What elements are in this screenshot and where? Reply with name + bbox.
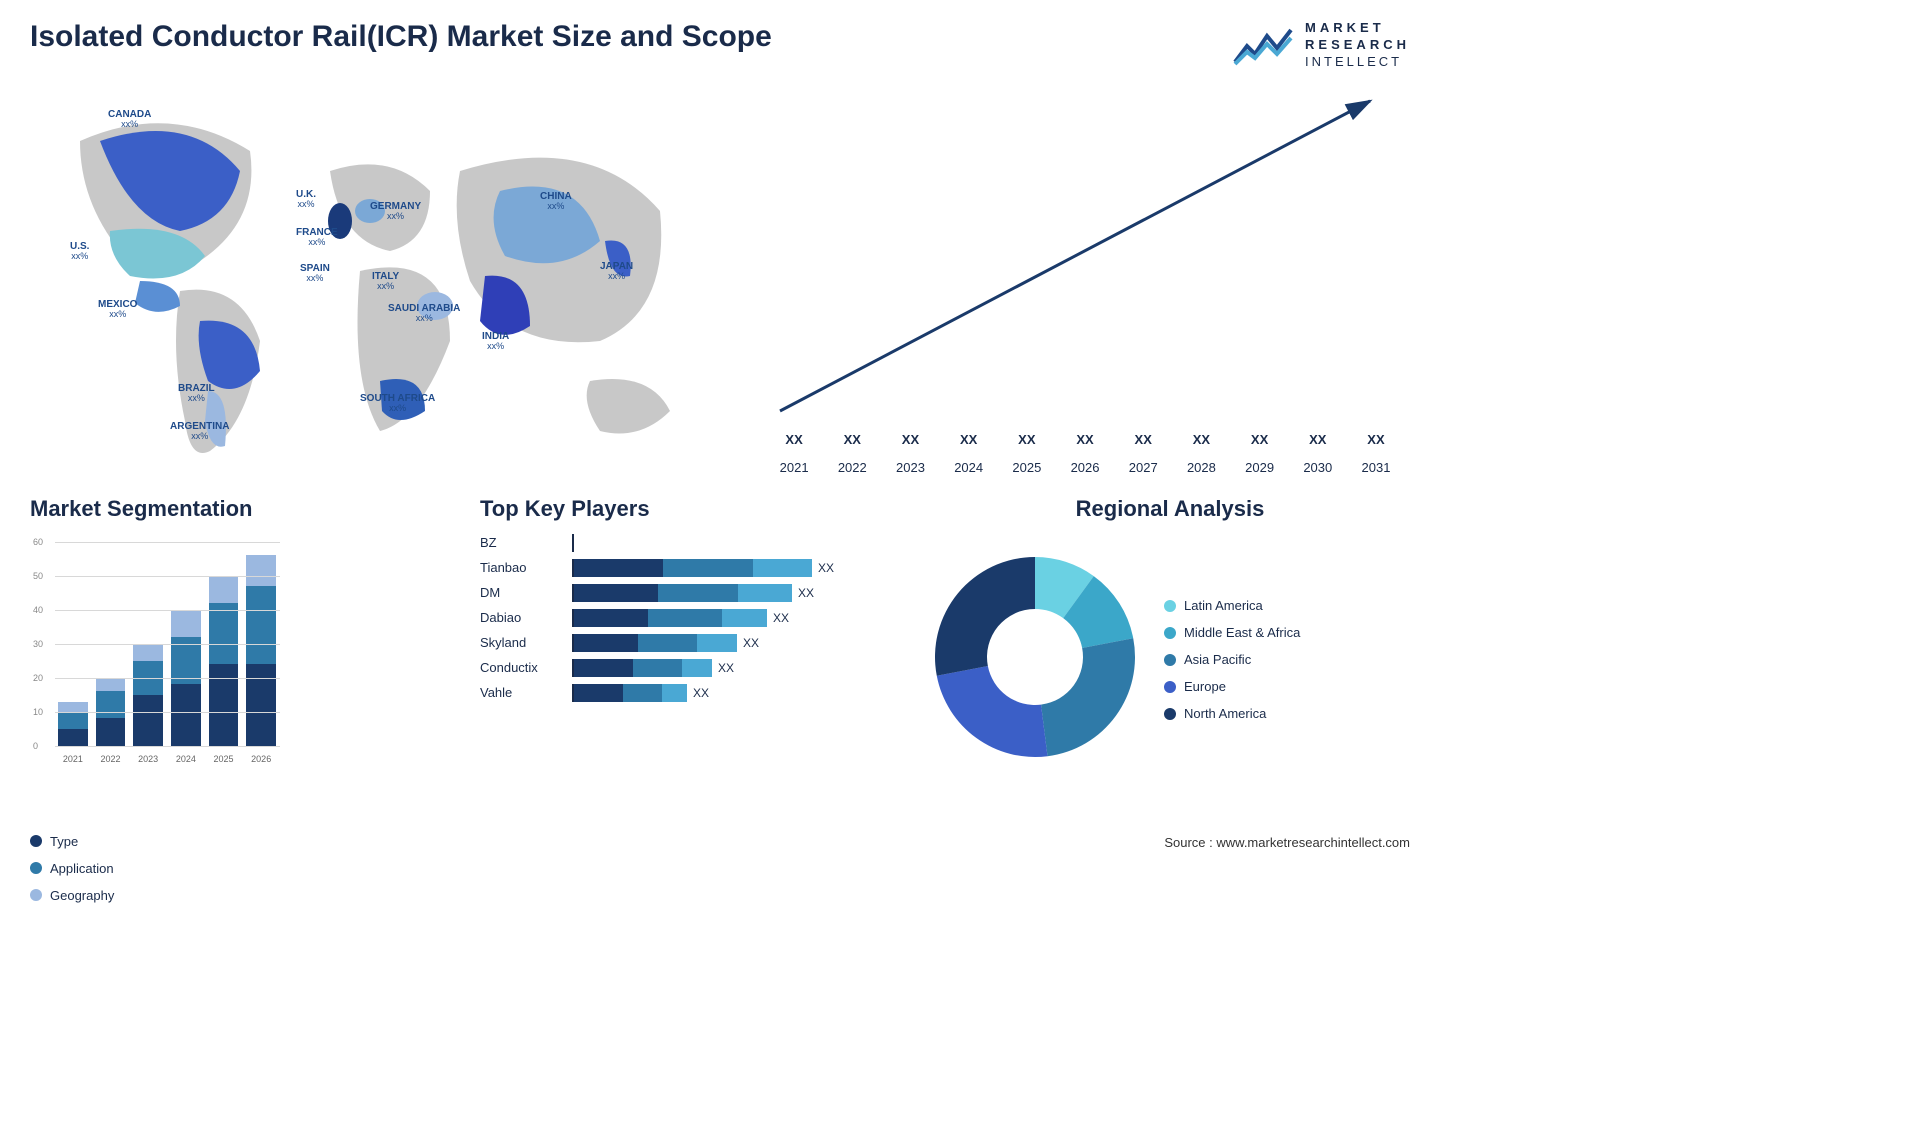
map-label: SOUTH AFRICAxx% — [360, 393, 435, 414]
growth-bar: XX — [770, 432, 818, 451]
player-name: Tianbao — [480, 560, 560, 575]
player-name: Dabiao — [480, 610, 560, 625]
map-label: U.K.xx% — [296, 189, 316, 210]
growth-year-label: 2025 — [1003, 460, 1051, 475]
regional-title: Regional Analysis — [930, 496, 1410, 522]
segmentation-panel: Market Segmentation 2021 2022 2023 2024 2025… — [30, 496, 450, 786]
regional-legend: Latin America Middle East & Africa Asia Pa… — [1164, 598, 1300, 721]
growth-year-label: 2026 — [1061, 460, 1109, 475]
growth-bar: XX — [1119, 432, 1167, 451]
legend-item: North America — [1164, 706, 1300, 721]
growth-year-label: 2028 — [1177, 460, 1225, 475]
growth-year-label: 2031 — [1352, 460, 1400, 475]
player-row: TianbaoXX — [480, 559, 900, 577]
segmentation-year-label: 2026 — [246, 754, 276, 764]
map-label: ARGENTINAxx% — [170, 421, 229, 442]
page-title: Isolated Conductor Rail(ICR) Market Size… — [30, 20, 772, 54]
legend-item: Application — [30, 861, 450, 876]
donut-slice — [1041, 638, 1135, 756]
segmentation-year-label: 2021 — [58, 754, 88, 764]
map-label: ITALYxx% — [372, 271, 399, 292]
legend-item: Geography — [30, 888, 450, 903]
map-label: U.S.xx% — [70, 241, 89, 262]
growth-year-label: 2021 — [770, 460, 818, 475]
logo-line2: RESEARCH — [1305, 37, 1410, 54]
legend-item: Type — [30, 834, 450, 849]
player-row: BZ — [480, 534, 900, 552]
segmentation-year-label: 2022 — [96, 754, 126, 764]
legend-item: Europe — [1164, 679, 1300, 694]
players-list: BZ TianbaoXX DMXX DabiaoXX SkylandXX Conducti… — [480, 534, 900, 702]
map-label: BRAZILxx% — [178, 383, 215, 404]
segmentation-bar — [246, 555, 276, 745]
growth-bar: XX — [1352, 432, 1400, 451]
growth-bar: XX — [1177, 432, 1225, 451]
growth-year-label: 2030 — [1294, 460, 1342, 475]
players-panel: Top Key Players BZ TianbaoXX DMXX DabiaoXX S… — [480, 496, 900, 786]
growth-bar: XX — [945, 432, 993, 451]
legend-item: Middle East & Africa — [1164, 625, 1300, 640]
growth-year-label: 2022 — [828, 460, 876, 475]
map-label: CHINAxx% — [540, 191, 572, 212]
map-label: MEXICOxx% — [98, 299, 137, 320]
map-label: INDIAxx% — [482, 331, 509, 352]
map-label: JAPANxx% — [600, 261, 633, 282]
growth-year-label: 2023 — [886, 460, 934, 475]
source-text: Source : www.marketresearchintellect.com — [1164, 835, 1410, 850]
segmentation-legend: Type Application Geography — [30, 784, 450, 903]
regional-donut — [930, 552, 1140, 767]
logo-line1: MARKET — [1305, 20, 1410, 37]
segmentation-bar — [133, 644, 163, 746]
segmentation-year-label: 2023 — [133, 754, 163, 764]
segmentation-year-label: 2024 — [171, 754, 201, 764]
legend-item: Latin America — [1164, 598, 1300, 613]
growth-chart: XX XX XX XX XX XX XX XX XX XX XX 2021 2022 2023 2024 2… — [730, 81, 1410, 481]
map-label: CANADAxx% — [108, 109, 151, 130]
player-row: VahleXX — [480, 684, 900, 702]
player-row: DabiaoXX — [480, 609, 900, 627]
growth-bar: XX — [1003, 432, 1051, 451]
player-name: Vahle — [480, 685, 560, 700]
map-label: SPAINxx% — [300, 263, 330, 284]
logo-icon — [1233, 24, 1295, 66]
segmentation-bar — [58, 701, 88, 745]
growth-bar: XX — [1236, 432, 1284, 451]
donut-slice — [935, 557, 1035, 676]
player-name: Conductix — [480, 660, 560, 675]
growth-bar: XX — [1294, 432, 1342, 451]
growth-bar: XX — [1061, 432, 1109, 451]
player-row: DMXX — [480, 584, 900, 602]
map-label: FRANCExx% — [296, 227, 338, 248]
growth-bar: XX — [886, 432, 934, 451]
map-label: SAUDI ARABIAxx% — [388, 303, 460, 324]
map-label: GERMANYxx% — [370, 201, 421, 222]
logo-line3: INTELLECT — [1305, 54, 1410, 71]
player-row: SkylandXX — [480, 634, 900, 652]
segmentation-bar — [209, 576, 239, 746]
player-name: Skyland — [480, 635, 560, 650]
donut-slice — [937, 666, 1048, 757]
segmentation-title: Market Segmentation — [30, 496, 450, 522]
growth-year-label: 2029 — [1236, 460, 1284, 475]
player-name: DM — [480, 585, 560, 600]
growth-year-label: 2024 — [945, 460, 993, 475]
growth-year-label: 2027 — [1119, 460, 1167, 475]
players-title: Top Key Players — [480, 496, 900, 522]
segmentation-year-label: 2025 — [209, 754, 239, 764]
player-row: ConductixXX — [480, 659, 900, 677]
brand-logo: MARKET RESEARCH INTELLECT — [1233, 20, 1410, 71]
growth-bar: XX — [828, 432, 876, 451]
world-map-panel: CANADAxx% U.S.xx% MEXICOxx% BRAZILxx% ARGENT… — [30, 81, 710, 481]
legend-item: Asia Pacific — [1164, 652, 1300, 667]
segmentation-chart: 202120222023202420252026 0102030405060 — [30, 534, 280, 764]
player-name: BZ — [480, 535, 560, 550]
regional-panel: Regional Analysis Latin America Middle Ea… — [930, 496, 1410, 786]
